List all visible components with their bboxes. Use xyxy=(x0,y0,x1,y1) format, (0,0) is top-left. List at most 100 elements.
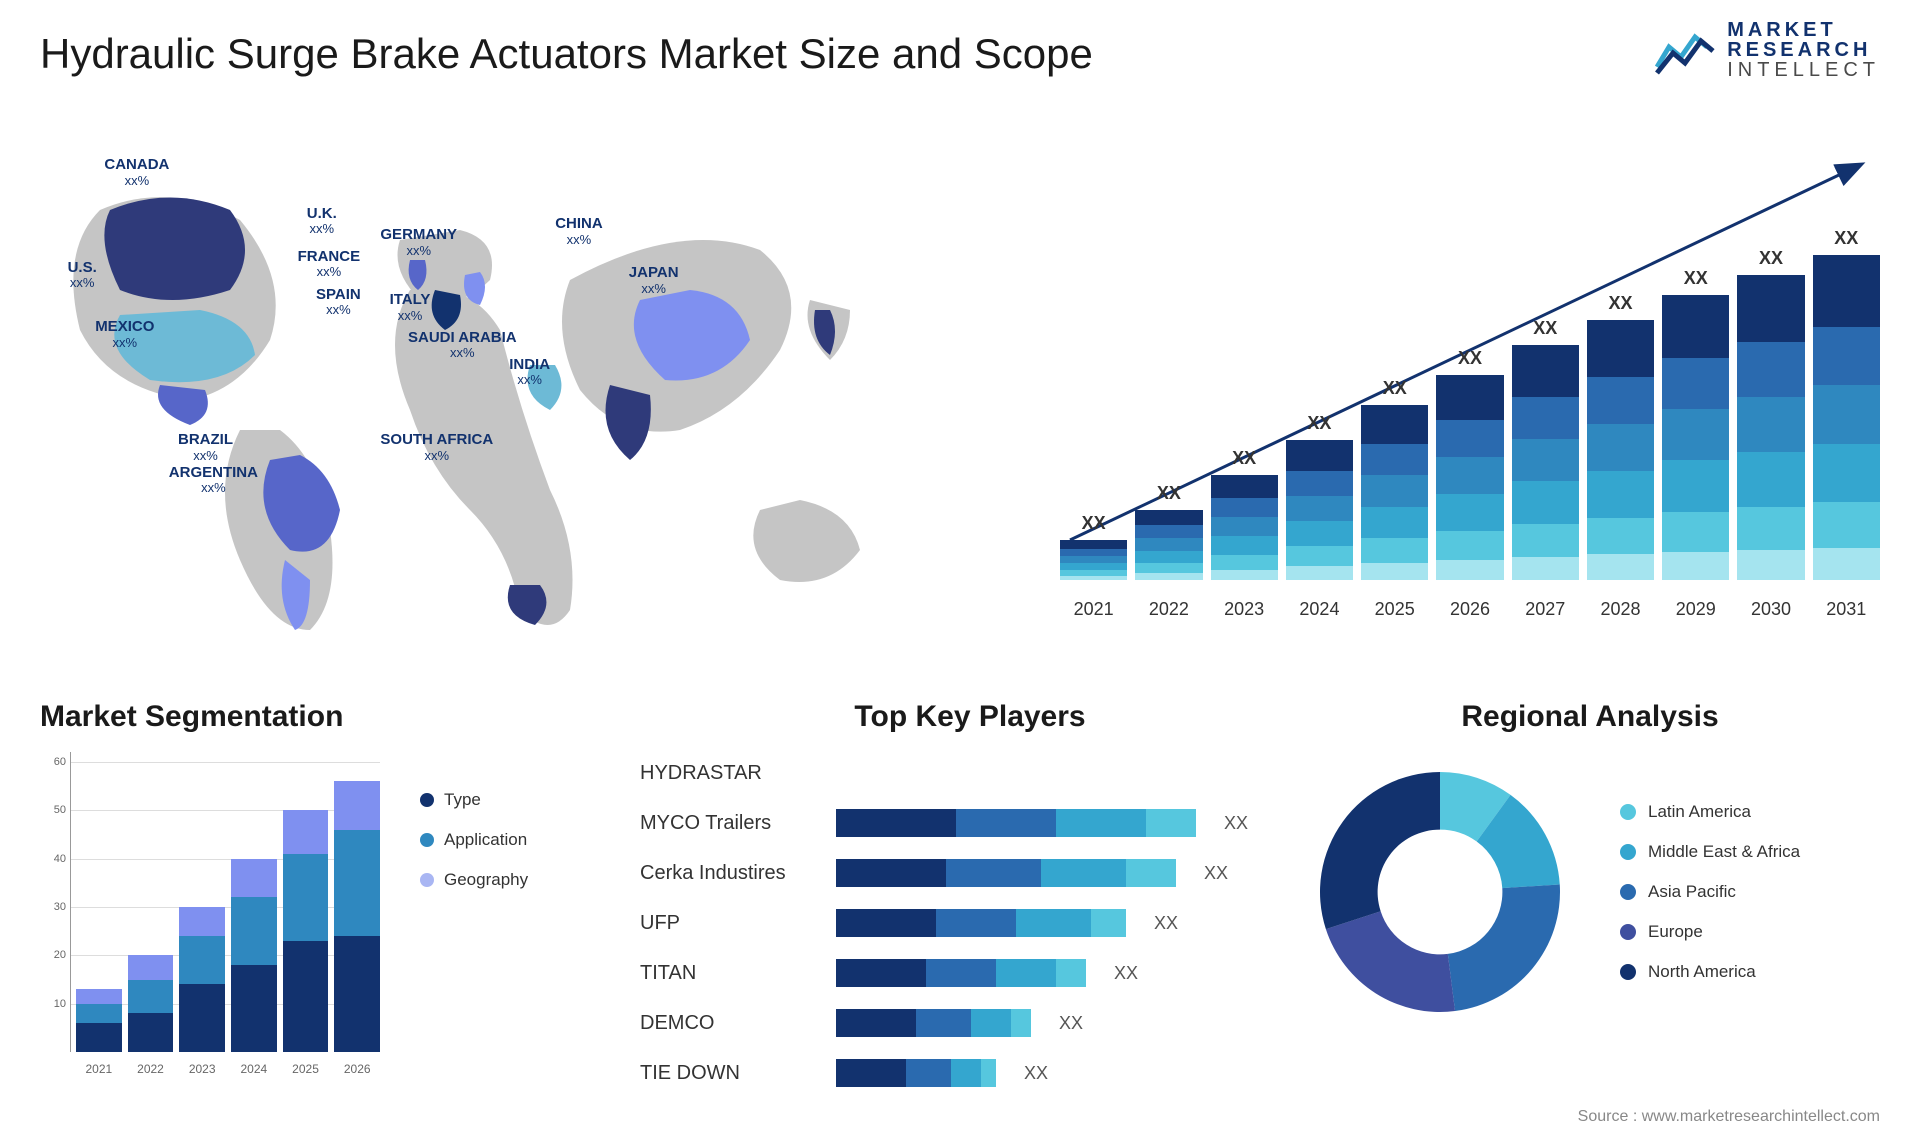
forecast-year-label: 2027 xyxy=(1512,599,1579,620)
forecast-bar: XX xyxy=(1060,513,1127,580)
seg-bar xyxy=(76,989,122,1052)
map-label: ARGENTINAxx% xyxy=(169,465,258,496)
forecast-bar-label: XX xyxy=(1307,413,1331,434)
logo-line2: RESEARCH xyxy=(1727,40,1880,60)
player-row: TITANXX xyxy=(640,952,1300,994)
forecast-year-label: 2024 xyxy=(1286,599,1353,620)
seg-year-label: 2026 xyxy=(334,1062,380,1076)
player-bar xyxy=(836,809,1196,837)
player-row: Cerka Industires XX xyxy=(640,852,1300,894)
map-label: SOUTH AFRICAxx% xyxy=(380,432,493,463)
forecast-bar-label: XX xyxy=(1608,293,1632,314)
player-row: TIE DOWNXX xyxy=(640,1052,1300,1094)
player-row: DEMCOXX xyxy=(640,1002,1300,1044)
map-label: U.K.xx% xyxy=(307,206,337,237)
regional-donut xyxy=(1300,752,1580,1032)
player-name: UFP xyxy=(640,912,820,935)
seg-legend-item: Geography xyxy=(420,870,528,890)
donut-slice xyxy=(1448,884,1560,1011)
player-name: Cerka Industires xyxy=(640,862,820,885)
map-label: BRAZILxx% xyxy=(178,432,233,463)
player-bar xyxy=(836,909,1126,937)
map-label: INDIAxx% xyxy=(509,357,550,388)
player-name: TIE DOWN xyxy=(640,1062,820,1085)
logo-line3: INTELLECT xyxy=(1727,60,1880,80)
seg-year-label: 2023 xyxy=(179,1062,225,1076)
player-name: HYDRASTAR xyxy=(640,762,820,785)
source-text: Source : www.marketresearchintellect.com xyxy=(1578,1108,1880,1126)
seg-bar xyxy=(128,955,174,1052)
forecast-bar-label: XX xyxy=(1157,483,1181,504)
seg-year-label: 2025 xyxy=(283,1062,329,1076)
world-map: CANADAxx%U.S.xx%MEXICOxx%BRAZILxx%ARGENT… xyxy=(40,130,960,670)
forecast-year-label: 2022 xyxy=(1135,599,1202,620)
forecast-year-label: 2021 xyxy=(1060,599,1127,620)
player-row: UFPXX xyxy=(640,902,1300,944)
seg-bar xyxy=(334,781,380,1052)
seg-year-label: 2022 xyxy=(128,1062,174,1076)
player-bar xyxy=(836,1009,1031,1037)
player-row: MYCO TrailersXX xyxy=(640,802,1300,844)
regional-legend-item: North America xyxy=(1620,962,1800,982)
forecast-chart: XXXXXXXXXXXXXXXXXXXXXX 20212022202320242… xyxy=(1060,150,1880,620)
map-label: U.S.xx% xyxy=(68,260,97,291)
forecast-bar-label: XX xyxy=(1232,448,1256,469)
seg-ytick: 30 xyxy=(54,901,66,913)
forecast-bar: XX xyxy=(1662,268,1729,580)
page-title: Hydraulic Surge Brake Actuators Market S… xyxy=(40,30,1093,78)
player-bar xyxy=(836,859,1176,887)
forecast-year-label: 2028 xyxy=(1587,599,1654,620)
forecast-bar-label: XX xyxy=(1533,318,1557,339)
map-label: GERMANYxx% xyxy=(380,227,457,258)
logo-line1: MARKET xyxy=(1727,20,1880,40)
seg-legend-item: Type xyxy=(420,790,528,810)
map-label: ITALYxx% xyxy=(390,292,431,323)
forecast-bar: XX xyxy=(1512,318,1579,580)
players-title: Top Key Players xyxy=(640,700,1300,734)
forecast-bar: XX xyxy=(1135,483,1202,580)
logo: MARKET RESEARCH INTELLECT xyxy=(1655,20,1880,80)
forecast-year-label: 2026 xyxy=(1436,599,1503,620)
seg-bar xyxy=(231,859,277,1052)
segmentation-section: Market Segmentation 102030405060 2021202… xyxy=(40,700,600,1087)
forecast-year-label: 2030 xyxy=(1737,599,1804,620)
seg-ytick: 60 xyxy=(54,756,66,768)
player-bar xyxy=(836,959,1086,987)
player-bar xyxy=(836,1059,996,1087)
logo-icon xyxy=(1655,25,1715,75)
regional-section: Regional Analysis Latin AmericaMiddle Ea… xyxy=(1300,700,1880,1032)
forecast-bar: XX xyxy=(1813,228,1880,580)
forecast-bar: XX xyxy=(1737,248,1804,580)
regional-legend-item: Asia Pacific xyxy=(1620,882,1800,902)
seg-ytick: 20 xyxy=(54,949,66,961)
regional-legend-item: Latin America xyxy=(1620,802,1800,822)
forecast-bar-label: XX xyxy=(1383,378,1407,399)
seg-legend-item: Application xyxy=(420,830,528,850)
map-label: CHINAxx% xyxy=(555,216,603,247)
seg-year-label: 2021 xyxy=(76,1062,122,1076)
map-label: FRANCExx% xyxy=(298,249,361,280)
forecast-bar: XX xyxy=(1286,413,1353,580)
player-name: TITAN xyxy=(640,962,820,985)
forecast-bar: XX xyxy=(1211,448,1278,580)
seg-ytick: 50 xyxy=(54,804,66,816)
seg-bar xyxy=(179,907,225,1052)
player-row: HYDRASTAR xyxy=(640,752,1300,794)
forecast-year-label: 2025 xyxy=(1361,599,1428,620)
map-svg xyxy=(40,130,960,670)
forecast-year-label: 2023 xyxy=(1211,599,1278,620)
player-value: XX xyxy=(1204,863,1228,884)
donut-slice xyxy=(1326,911,1455,1012)
donut-slice xyxy=(1320,772,1440,929)
regional-legend-item: Europe xyxy=(1620,922,1800,942)
segmentation-title: Market Segmentation xyxy=(40,700,600,734)
map-label: SPAINxx% xyxy=(316,287,361,318)
forecast-year-label: 2029 xyxy=(1662,599,1729,620)
map-label: JAPANxx% xyxy=(629,265,679,296)
regional-title: Regional Analysis xyxy=(1300,700,1880,734)
forecast-bar-label: XX xyxy=(1458,348,1482,369)
player-value: XX xyxy=(1059,1013,1083,1034)
map-label: MEXICOxx% xyxy=(95,319,154,350)
player-value: XX xyxy=(1224,813,1248,834)
forecast-bar: XX xyxy=(1436,348,1503,580)
